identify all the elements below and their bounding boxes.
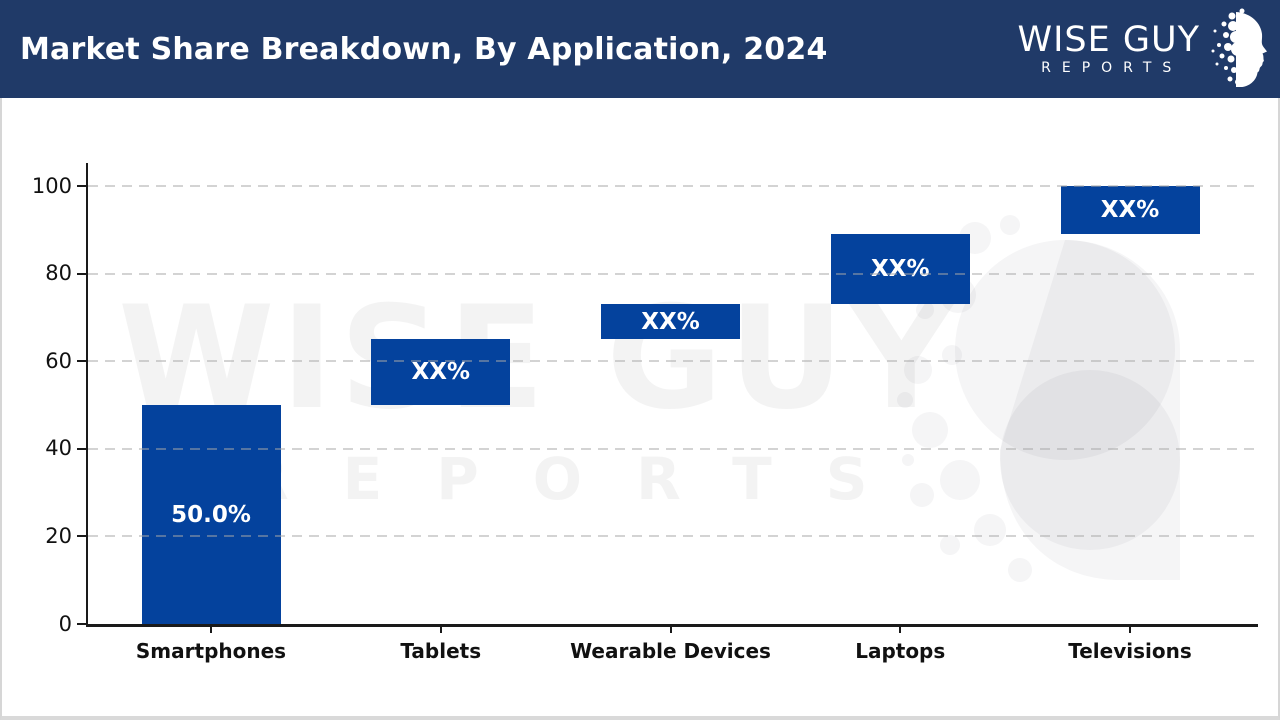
gridline-40 [88, 447, 1256, 450]
bar-value-label: XX% [411, 359, 470, 386]
x-tick [899, 624, 902, 633]
head-profile-logo-icon [1211, 8, 1267, 88]
y-axis-tick-label: 40 [45, 436, 72, 461]
gridline-20 [88, 535, 1256, 538]
bar-value-label: 50.0% [171, 501, 251, 528]
bar-televisions: XX% [1060, 186, 1200, 235]
logo: WISE GUY REPORTS [1017, 4, 1276, 94]
y-tick [77, 623, 86, 625]
x-axis-label-smartphones: Smartphones [135, 639, 287, 663]
y-tick [77, 360, 86, 363]
bar-value-label: XX% [870, 256, 930, 283]
gridline-60 [88, 360, 1256, 363]
logo-wiseguy-text: WISE GUY [1017, 19, 1200, 60]
gridline-100 [88, 185, 1256, 187]
watermark-head-icon [897, 215, 1180, 582]
bar-laptops: XX% [830, 234, 970, 305]
x-axis-label-tablets: Tablets [400, 639, 482, 663]
x-tick [1129, 624, 1131, 633]
x-axis-line [86, 624, 1258, 627]
logo-text: WISE GUY REPORTS [1017, 19, 1200, 77]
x-axis-label-wearable-devices: Wearable Devices [570, 639, 771, 663]
y-tick [77, 535, 86, 538]
logo-reports-text: REPORTS [1041, 60, 1183, 77]
header: Market Share Breakdown, By Application, … [0, 0, 1280, 98]
y-axis-tick-label: 100 [31, 173, 72, 198]
x-axis-label-televisions: Televisions [1068, 639, 1192, 663]
y-axis-line [86, 163, 88, 624]
y-tick [77, 185, 86, 187]
bar-value-label: XX% [1100, 197, 1160, 224]
x-axis-label-laptops: Laptops [855, 639, 946, 663]
y-axis-tick-label: 20 [45, 523, 72, 548]
bar-smartphones: 50.0% [141, 405, 281, 624]
bar-value-label: XX% [641, 308, 700, 335]
bar-wearable-devices: XX% [601, 304, 740, 340]
y-axis-tick-label: 60 [45, 348, 72, 373]
y-axis-tick-label: 0 [58, 611, 72, 636]
watermark-text-secondary: REPORTS [244, 445, 922, 513]
gridline-80 [88, 272, 1256, 275]
y-axis-tick-label: 80 [45, 261, 72, 286]
y-tick [77, 447, 86, 450]
y-tick [77, 272, 86, 275]
bar-tablets: XX% [371, 339, 511, 405]
x-tick [439, 624, 442, 633]
x-tick [669, 624, 672, 633]
x-tick [210, 624, 212, 633]
page-title: Market Share Breakdown, By Application, … [20, 31, 828, 67]
